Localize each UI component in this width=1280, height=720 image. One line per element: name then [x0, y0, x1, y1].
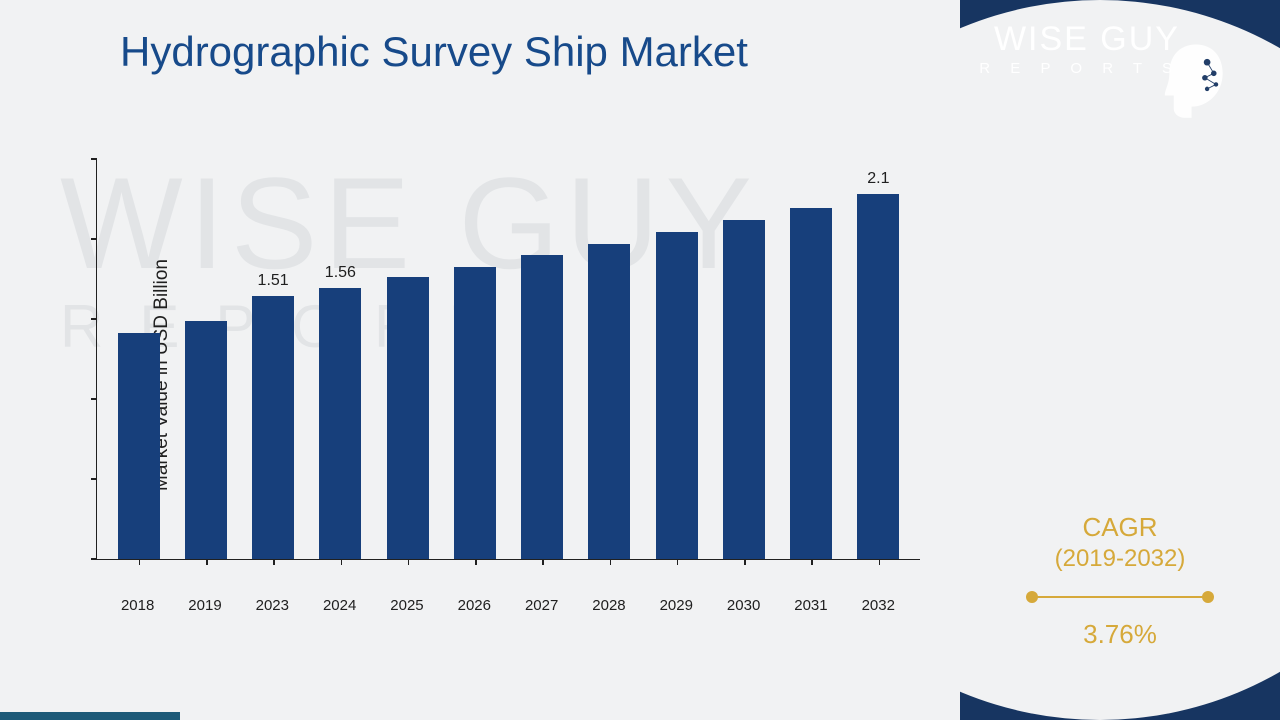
x-tick-label: 2030 [710, 597, 777, 614]
cagr-value: 3.76% [1000, 619, 1240, 650]
x-tick-label: 2028 [575, 597, 642, 614]
y-tick [91, 478, 97, 480]
x-tick [408, 559, 410, 565]
bar-wrap [778, 208, 845, 559]
bar [588, 244, 630, 559]
bar-wrap [374, 277, 441, 559]
x-tick [542, 559, 544, 565]
right-panel: WISE GUY R E P O R T S CAGR (2019-2032) … [960, 0, 1280, 720]
bar-wrap: 1.56 [307, 288, 374, 559]
logo-block: WISE GUY R E P O R T S [979, 22, 1250, 77]
plot-area: 1.51 1.56 2.1 [96, 160, 920, 560]
bar-wrap [172, 321, 239, 559]
x-tick [879, 559, 881, 565]
bar: 1.56 [319, 288, 361, 559]
cagr-block: CAGR (2019-2032) 3.76% [1000, 512, 1240, 650]
x-tick-label: 2024 [306, 597, 373, 614]
logo-main-text: WISE GUY [979, 22, 1180, 56]
bar [656, 232, 698, 559]
x-tick [206, 559, 208, 565]
x-tick [139, 559, 141, 565]
bar-wrap [576, 244, 643, 559]
x-labels-container: 2018201920232024202520262027202820292030… [96, 597, 920, 614]
y-tick [91, 318, 97, 320]
bar-wrap: 2.1 [845, 194, 912, 559]
bar [521, 255, 563, 559]
bar [387, 277, 429, 559]
bar-wrap [105, 333, 172, 559]
x-tick [475, 559, 477, 565]
x-tick-label: 2025 [373, 597, 440, 614]
y-tick [91, 238, 97, 240]
cagr-years: (2019-2032) [1000, 545, 1240, 573]
bar [185, 321, 227, 559]
bar: 2.1 [857, 194, 899, 559]
chart-title: Hydrographic Survey Ship Market [120, 28, 748, 76]
x-tick-label: 2018 [104, 597, 171, 614]
y-tick [91, 558, 97, 560]
bar-wrap [441, 267, 508, 559]
bar-value-label: 1.51 [258, 272, 289, 290]
bar [723, 220, 765, 559]
x-tick [811, 559, 813, 565]
logo-sub-text: R E P O R T S [979, 60, 1180, 77]
x-tick [341, 559, 343, 565]
bar-wrap [509, 255, 576, 559]
bar-wrap [643, 232, 710, 559]
x-tick [744, 559, 746, 565]
y-tick [91, 398, 97, 400]
x-tick [610, 559, 612, 565]
x-tick-label: 2026 [441, 597, 508, 614]
bar: 1.51 [252, 296, 294, 559]
cagr-title: CAGR [1000, 512, 1240, 543]
bar-wrap: 1.51 [240, 296, 307, 559]
x-tick-label: 2032 [845, 597, 912, 614]
x-tick-label: 2023 [239, 597, 306, 614]
head-icon [1162, 40, 1230, 120]
x-tick-label: 2019 [171, 597, 238, 614]
cagr-divider [1030, 593, 1210, 601]
bar-value-label: 2.1 [867, 170, 889, 188]
page-root: WISE GUY R E P O R T S CAGR (2019-2032) … [0, 0, 1280, 720]
bar [118, 333, 160, 559]
x-tick [677, 559, 679, 565]
bar-value-label: 1.56 [325, 264, 356, 282]
bottom-accent-bar [0, 712, 180, 720]
bars-container: 1.51 1.56 2.1 [97, 160, 920, 559]
x-tick [273, 559, 275, 565]
x-tick-label: 2029 [643, 597, 710, 614]
bar-wrap [710, 220, 777, 559]
bar [790, 208, 832, 559]
y-tick [91, 158, 97, 160]
chart-area: Market Value in USD Billion 1.511.562.1 … [60, 160, 920, 590]
x-tick-label: 2027 [508, 597, 575, 614]
x-tick-label: 2031 [777, 597, 844, 614]
bar [454, 267, 496, 559]
